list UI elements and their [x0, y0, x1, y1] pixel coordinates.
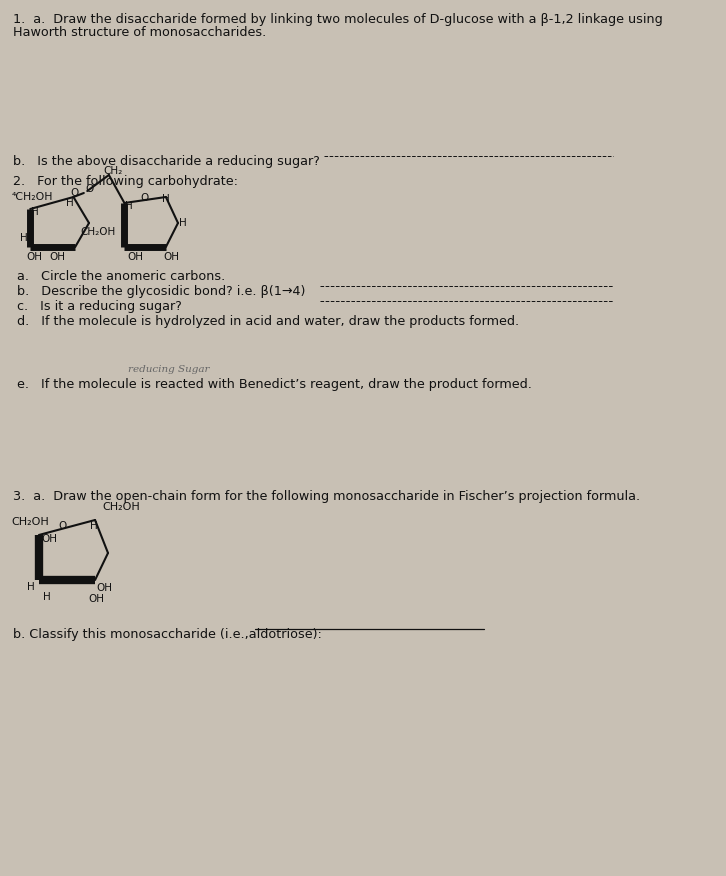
Text: OH: OH	[163, 252, 179, 262]
Text: H: H	[163, 194, 170, 204]
Text: H: H	[31, 207, 39, 217]
Text: ⁴CH₂OH: ⁴CH₂OH	[11, 192, 53, 202]
Text: OH: OH	[97, 583, 113, 593]
Text: b.   Is the above disaccharide a reducing sugar?: b. Is the above disaccharide a reducing …	[13, 155, 320, 168]
Text: 2.   For the following carbohydrate:: 2. For the following carbohydrate:	[13, 175, 238, 188]
Text: O: O	[58, 521, 66, 531]
Text: H: H	[27, 582, 35, 592]
Text: a.   Circle the anomeric carbons.: a. Circle the anomeric carbons.	[17, 270, 226, 283]
Text: c.   Is it a reducing sugar?: c. Is it a reducing sugar?	[17, 300, 182, 313]
Text: Haworth structure of monosaccharides.: Haworth structure of monosaccharides.	[13, 26, 266, 39]
Text: CH₂OH: CH₂OH	[81, 227, 115, 237]
Text: H: H	[126, 201, 133, 211]
Text: 1.  a.  Draw the disaccharide formed by linking two molecules of D-glucose with : 1. a. Draw the disaccharide formed by li…	[13, 13, 663, 26]
Text: H: H	[179, 218, 187, 228]
Text: OH: OH	[88, 594, 104, 604]
Text: O: O	[70, 188, 78, 198]
Text: OH: OH	[27, 252, 43, 262]
Text: H: H	[65, 198, 73, 208]
Text: e.   If the molecule is reacted with Benedict’s reagent, draw the product formed: e. If the molecule is reacted with Bened…	[17, 378, 532, 391]
Text: reducing Sugar: reducing Sugar	[128, 365, 209, 374]
Text: d.   If the molecule is hydrolyzed in acid and water, draw the products formed.: d. If the molecule is hydrolyzed in acid…	[17, 315, 519, 328]
Text: CH₂: CH₂	[104, 166, 123, 176]
Text: b.   Describe the glycosidic bond? i.e. β(1→4): b. Describe the glycosidic bond? i.e. β(…	[17, 285, 306, 298]
Text: OH: OH	[49, 252, 65, 262]
Text: H: H	[90, 521, 97, 531]
Text: CH₂OH: CH₂OH	[102, 502, 139, 512]
Text: H: H	[44, 592, 51, 602]
Text: OH: OH	[127, 252, 143, 262]
Text: CH₂OH: CH₂OH	[11, 517, 49, 527]
Text: b. Classify this monosaccharide (i.e.,aldotriose):: b. Classify this monosaccharide (i.e.,al…	[13, 628, 322, 641]
Text: H: H	[20, 233, 28, 243]
Text: O: O	[140, 193, 148, 203]
Text: OH: OH	[41, 534, 57, 544]
Text: O: O	[86, 184, 94, 194]
Text: 3.  a.  Draw the open-chain form for the following monosaccharide in Fischer’s p: 3. a. Draw the open-chain form for the f…	[13, 490, 640, 503]
